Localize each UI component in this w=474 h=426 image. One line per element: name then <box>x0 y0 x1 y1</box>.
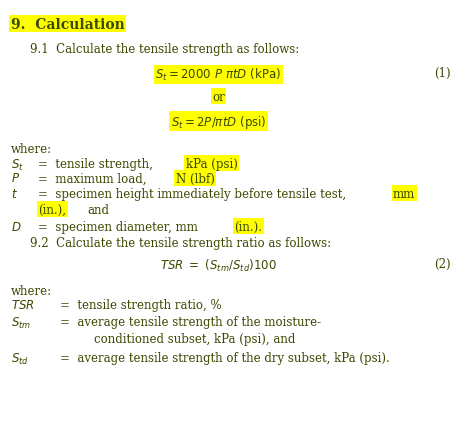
Text: (in.),: (in.), <box>38 203 66 216</box>
Text: =  tensile strength,: = tensile strength, <box>38 158 153 170</box>
Text: 9.  Calculation: 9. Calculation <box>11 17 125 32</box>
Text: $S_{td}$: $S_{td}$ <box>11 351 29 366</box>
Text: =  average tensile strength of the dry subset, kPa (psi).: = average tensile strength of the dry su… <box>61 351 390 364</box>
Text: mm: mm <box>393 187 415 200</box>
Text: $TSR$: $TSR$ <box>11 299 35 311</box>
Text: kPa (psi): kPa (psi) <box>186 158 238 170</box>
Text: conditioned subset, kPa (psi), and: conditioned subset, kPa (psi), and <box>94 332 296 345</box>
Text: where:: where: <box>11 143 52 156</box>
Text: $S_t = 2000\ P\ \pi tD\ \mathrm{(kPa)}$: $S_t = 2000\ P\ \pi tD\ \mathrm{(kPa)}$ <box>155 67 282 83</box>
Text: 9.1  Calculate the tensile strength as follows:: 9.1 Calculate the tensile strength as fo… <box>30 43 300 56</box>
Text: 9.2  Calculate the tensile strength ratio as follows:: 9.2 Calculate the tensile strength ratio… <box>30 237 331 250</box>
Text: =  specimen diameter, mm: = specimen diameter, mm <box>38 220 198 233</box>
Text: and: and <box>87 203 109 216</box>
Text: (in.).: (in.). <box>234 220 262 233</box>
Text: =  specimen height immediately before tensile test,: = specimen height immediately before ten… <box>38 187 346 200</box>
Text: =  average tensile strength of the moisture-: = average tensile strength of the moistu… <box>61 315 321 328</box>
Text: $S_t$: $S_t$ <box>11 158 24 173</box>
Text: (2): (2) <box>434 258 451 271</box>
Text: where:: where: <box>11 284 52 297</box>
Text: $t$: $t$ <box>11 187 18 200</box>
Text: $S_t = 2P/\pi tD\ \mathrm{(psi)}$: $S_t = 2P/\pi tD\ \mathrm{(psi)}$ <box>171 114 266 131</box>
Text: =  tensile strength ratio, %: = tensile strength ratio, % <box>61 299 222 311</box>
Text: $D$: $D$ <box>11 220 21 233</box>
Text: N (lbf): N (lbf) <box>176 172 215 185</box>
Text: $P$: $P$ <box>11 172 20 185</box>
Text: $S_{tm}$: $S_{tm}$ <box>11 315 31 330</box>
Text: $TSR\ =\ (S_{tm}/S_{td})100$: $TSR\ =\ (S_{tm}/S_{td})100$ <box>160 258 277 274</box>
Text: or: or <box>212 91 225 104</box>
Text: (1): (1) <box>434 67 451 80</box>
Text: =  maximum load,: = maximum load, <box>38 172 146 185</box>
